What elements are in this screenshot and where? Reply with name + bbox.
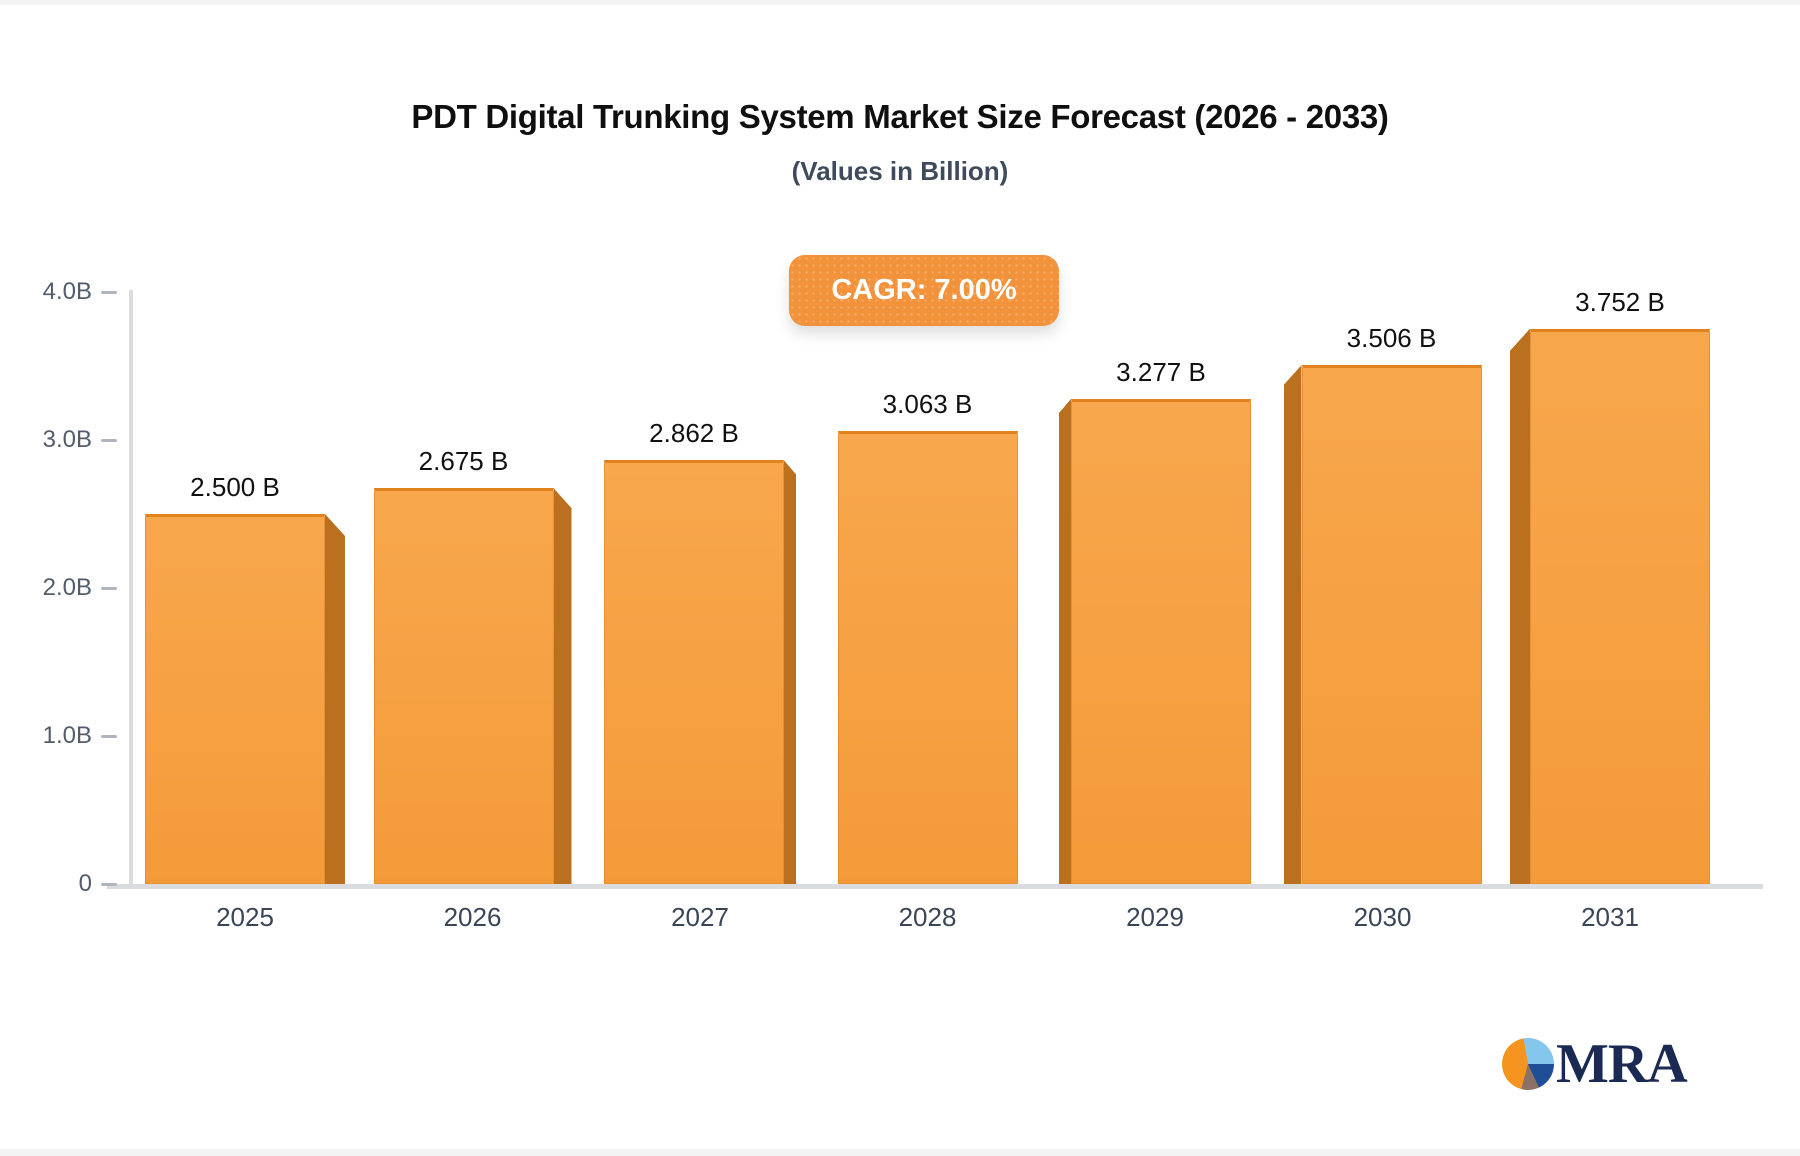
- bar-side-face: [325, 514, 345, 884]
- x-axis-label-2029: 2029: [1126, 902, 1184, 932]
- x-axis-label-2030: 2030: [1353, 902, 1412, 932]
- bar-face: [373, 488, 554, 884]
- bar-side-face: [1283, 365, 1302, 884]
- bar-face: [145, 514, 325, 884]
- bar-2031: [1510, 328, 1710, 884]
- bar-2027: [604, 460, 796, 884]
- bar-value-label: 2.862 B: [649, 418, 739, 449]
- cagr-badge-label: CAGR: 7.00%: [831, 274, 1017, 306]
- x-axis-label-2026: 2026: [443, 902, 502, 932]
- bar-face: [1071, 399, 1251, 884]
- y-tick-label: 3.0B: [42, 426, 92, 453]
- bar-side-face: [1510, 328, 1530, 884]
- y-tick-dash: [101, 586, 117, 590]
- y-tick-dash: [101, 734, 117, 738]
- page-subtitle: (Values in Billion): [791, 156, 1009, 186]
- bar-value-label: 3.277 B: [1116, 357, 1206, 387]
- bar-face: [604, 460, 784, 884]
- x-axis-label-2025: 2025: [216, 902, 274, 932]
- x-axis-line: [107, 884, 1763, 889]
- bottom-edge-strip: [0, 1149, 1800, 1156]
- bar-2025: [145, 514, 345, 884]
- bar-2028: [837, 430, 1018, 884]
- y-axis-line: [129, 290, 133, 886]
- y-tick-dash: [101, 882, 117, 886]
- y-tick-label: 0: [78, 870, 92, 897]
- y-tick-label: 4.0B: [42, 278, 92, 305]
- bar-face: [837, 430, 1018, 884]
- bar-value-label: 3.752 B: [1575, 286, 1665, 317]
- bar-value-label: 2.500 B: [190, 472, 280, 502]
- y-tick-dash: [101, 290, 117, 294]
- top-edge-strip: [0, 0, 1800, 5]
- bar-2029: [1059, 399, 1251, 884]
- bar-value-label: 2.675 B: [418, 446, 509, 477]
- bar-face: [1530, 328, 1710, 884]
- bar-face: [1301, 365, 1482, 884]
- bar-side-face: [553, 488, 572, 884]
- bar-side-face: [784, 460, 796, 884]
- bar-side-face: [1059, 399, 1071, 884]
- x-axis-label-2031: 2031: [1581, 902, 1639, 932]
- bar-value-label: 3.506 B: [1346, 323, 1437, 354]
- logo-text: MRA: [1556, 1033, 1688, 1095]
- mra-logo: MRA: [1502, 1033, 1688, 1095]
- y-tick-dash: [101, 438, 117, 442]
- x-axis-label-2027: 2027: [671, 902, 729, 932]
- page-title: PDT Digital Trunking System Market Size …: [411, 98, 1389, 135]
- x-axis-label-2028: 2028: [898, 902, 957, 932]
- y-tick-label: 2.0B: [42, 574, 92, 601]
- bar-2026: [373, 488, 572, 884]
- cagr-badge: CAGR: 7.00%: [789, 255, 1059, 326]
- pie-chart-icon: [1502, 1038, 1554, 1090]
- bar-value-label: 3.063 B: [882, 388, 973, 419]
- y-tick-label: 1.0B: [42, 722, 92, 749]
- bar-2030: [1283, 365, 1482, 884]
